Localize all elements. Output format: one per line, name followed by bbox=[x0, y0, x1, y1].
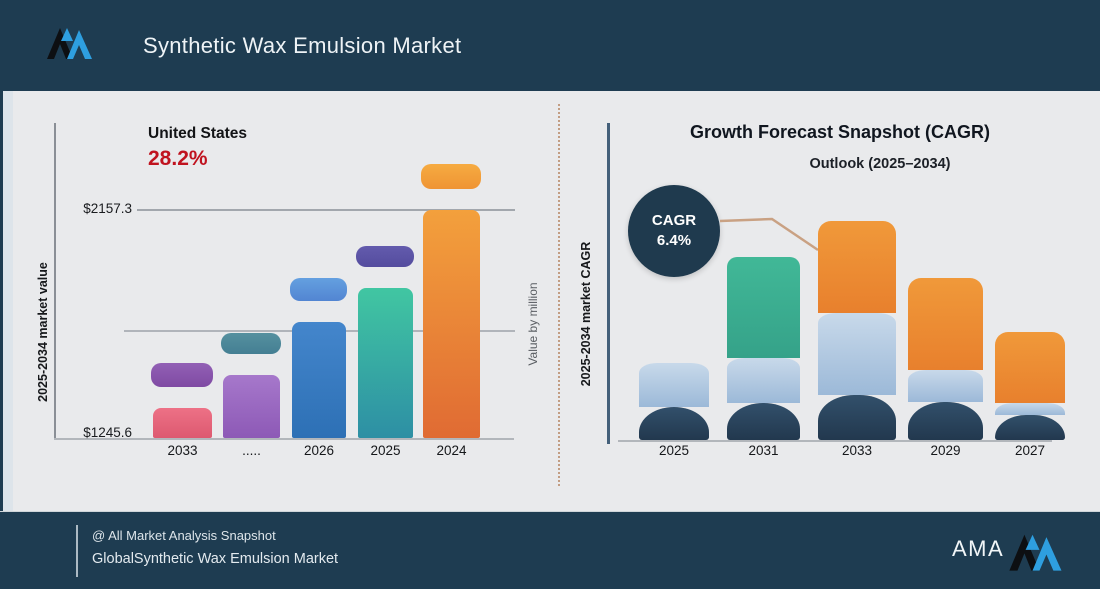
right-bar-2027-segment-lightblue bbox=[995, 403, 1065, 415]
footer-brand-text: AMA bbox=[952, 536, 1005, 561]
right-x-label-2031: 2031 bbox=[748, 443, 779, 458]
left-x-label-.....: ..... bbox=[242, 443, 261, 458]
right-bar-2025-segment-navy bbox=[639, 407, 709, 440]
right-bar-2027-segment-orange bbox=[995, 332, 1065, 403]
cagr-badge-value: 6.4% bbox=[656, 232, 692, 249]
left-chart-title: United States bbox=[148, 125, 248, 142]
page-title: Synthetic Wax Emulsion Market bbox=[143, 32, 462, 58]
section-divider bbox=[558, 104, 560, 486]
right-x-axis-line bbox=[618, 440, 1052, 442]
panel-edge-highlight bbox=[3, 91, 13, 511]
cagr-badge-label: CAGR bbox=[651, 211, 697, 229]
right-y-axis-line bbox=[607, 123, 610, 444]
right-bar-2025-segment-lightblue bbox=[639, 363, 709, 407]
right-bar-2031-segment-navy bbox=[727, 403, 800, 440]
left-y-axis-line bbox=[54, 123, 56, 440]
right-x-label-2033: 2033 bbox=[841, 443, 873, 458]
left-bar-2025 bbox=[358, 287, 413, 438]
left-bar-2024 bbox=[423, 210, 480, 438]
left-bar-2033 bbox=[153, 407, 212, 438]
right-bar-2033-segment-orange bbox=[818, 221, 896, 313]
right-bar-2027-segment-navy bbox=[995, 415, 1065, 440]
left-bar-cap-2026 bbox=[290, 277, 347, 301]
header-bar: Synthetic Wax Emulsion Market bbox=[0, 0, 1100, 91]
right-bar-2031-segment-teal bbox=[727, 257, 800, 358]
footer-bar: @ All Market Analysis Snapshot GlobalSyn… bbox=[0, 511, 1100, 589]
badge-connector-line bbox=[719, 217, 819, 252]
ama-footer-logo-icon bbox=[1009, 534, 1062, 571]
left-y-axis-title: 2025-2034 market value bbox=[36, 262, 50, 402]
left-bar-2026 bbox=[292, 321, 346, 438]
left-bar-cap-..... bbox=[221, 332, 281, 354]
ama-logo-icon bbox=[47, 28, 92, 59]
left-x-label-2033: 2033 bbox=[167, 443, 198, 458]
left-ytick-top: $2157.3 bbox=[83, 201, 132, 216]
right-bar-2029-segment-lightblue bbox=[908, 370, 983, 402]
footer-credit-line: @ All Market Analysis Snapshot bbox=[92, 528, 276, 543]
left-bar-cap-2033 bbox=[151, 362, 213, 387]
right-bar-2031-segment-lightblue bbox=[727, 358, 800, 403]
left-bar-..... bbox=[223, 374, 280, 438]
left-x-axis-line bbox=[54, 438, 514, 440]
right-x-label-2027: 2027 bbox=[1014, 443, 1046, 458]
left-x-label-2024: 2024 bbox=[436, 443, 467, 458]
value-by-million-label: Value by million bbox=[526, 282, 540, 366]
right-x-label-2029: 2029 bbox=[930, 443, 961, 458]
left-bar-cap-2025 bbox=[356, 245, 414, 267]
right-chart-title: Growth Forecast Snapshot (CAGR) bbox=[689, 122, 990, 142]
left-gridline-top bbox=[137, 209, 515, 211]
right-x-label-2025: 2025 bbox=[658, 443, 690, 458]
footer-report-name: GlobalSynthetic Wax Emulsion Market bbox=[92, 551, 339, 567]
left-ytick-bottom: $1245.6 bbox=[83, 425, 132, 440]
cagr-badge: CAGR 6.4% bbox=[628, 185, 720, 277]
right-y-axis-title: 2025-2034 market CAGR bbox=[579, 241, 593, 387]
left-x-label-2025: 2025 bbox=[370, 443, 401, 458]
left-chart-highlight-value: 28.2% bbox=[148, 147, 208, 170]
right-bar-2029-segment-navy bbox=[908, 402, 983, 440]
left-x-label-2026: 2026 bbox=[303, 443, 335, 458]
right-bar-2029-segment-orange bbox=[908, 278, 983, 370]
right-bar-2033-segment-navy bbox=[818, 395, 896, 440]
left-bar-cap-2024 bbox=[421, 164, 481, 189]
footer-divider-rule bbox=[76, 525, 78, 577]
right-chart-subtitle: Outlook (2025–2034) bbox=[809, 156, 951, 172]
right-bar-2033-segment-lightblue bbox=[818, 313, 896, 395]
